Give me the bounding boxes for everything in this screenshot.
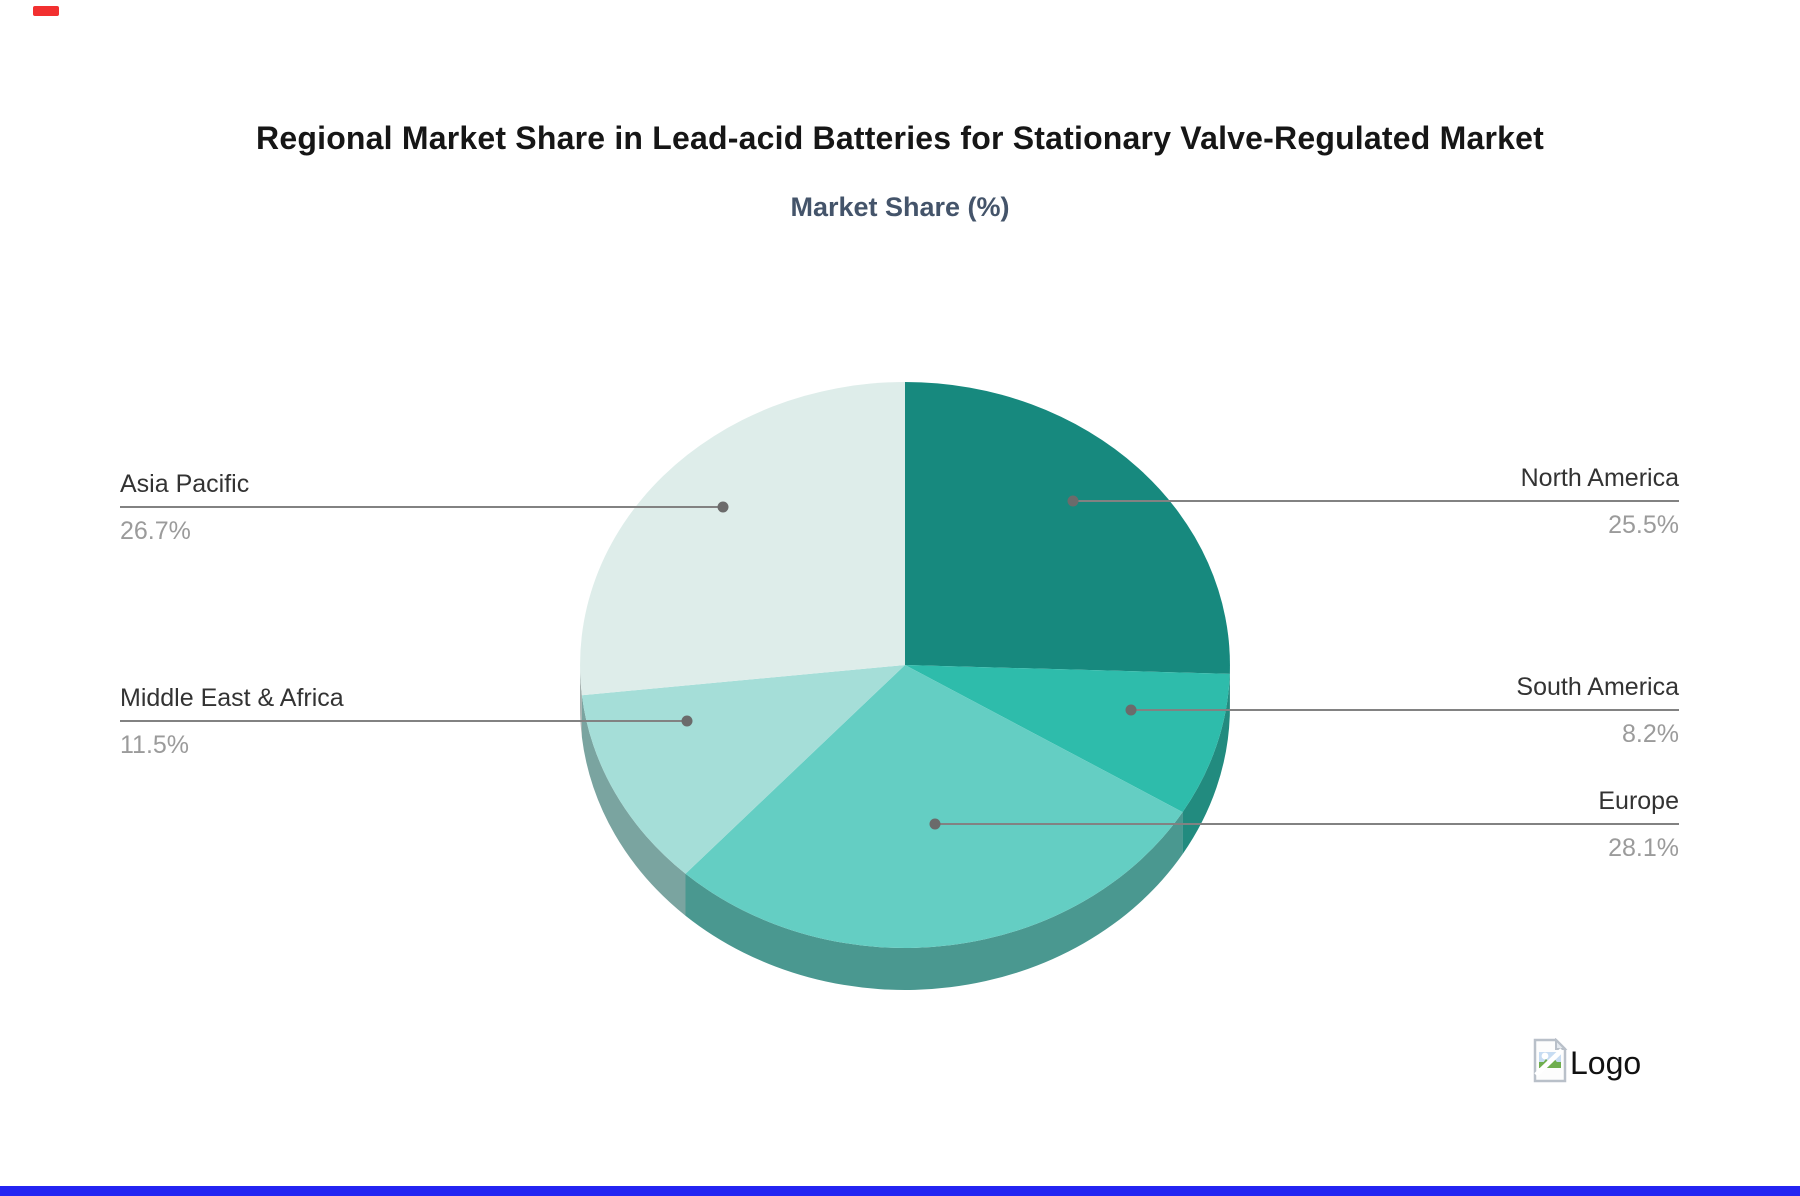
pie-slice-south-america[interactable] bbox=[905, 665, 1230, 813]
pie-slice-asia-pacific[interactable] bbox=[580, 382, 905, 696]
leader-dot-asia-pacific bbox=[717, 501, 729, 513]
logo: Logo bbox=[1531, 1038, 1641, 1083]
slice-label-north-america: North America bbox=[1520, 464, 1679, 492]
chart-subtitle: Market Share (%) bbox=[790, 192, 1010, 222]
slice-pct-south-america: 8.2% bbox=[1622, 720, 1679, 748]
leader-dot-north-america bbox=[1067, 495, 1079, 507]
leader-lines bbox=[120, 495, 1679, 830]
pie-side-south-america bbox=[1182, 673, 1230, 855]
logo-alt-text: Logo bbox=[1570, 1045, 1642, 1081]
broken-image-icon bbox=[1533, 1038, 1568, 1083]
pie-side-europe bbox=[685, 812, 1183, 990]
pie-slice-north-america[interactable] bbox=[905, 382, 1230, 674]
chart-title: Regional Market Share in Lead-acid Batte… bbox=[256, 120, 1544, 156]
slice-pct-middle-east-africa: 11.5% bbox=[120, 731, 190, 759]
bottom-blue-bar bbox=[0, 1186, 1800, 1196]
slice-label-asia-pacific: Asia Pacific bbox=[120, 470, 250, 498]
pie-slice-middle-east-africa[interactable] bbox=[581, 665, 905, 874]
slice-label-europe: Europe bbox=[1598, 787, 1679, 815]
red-indicator bbox=[33, 6, 59, 16]
slice-pct-europe: 28.1% bbox=[1608, 834, 1679, 862]
leader-dot-europe bbox=[929, 818, 941, 830]
slice-label-south-america: South America bbox=[1516, 673, 1679, 701]
leader-dot-south-america bbox=[1125, 704, 1137, 716]
pie-side-middle-east-africa bbox=[581, 695, 686, 916]
pie-slice-europe[interactable] bbox=[685, 665, 1183, 948]
pie-top-faces bbox=[580, 382, 1230, 948]
pie-depth-sides bbox=[580, 665, 1230, 990]
pie-side-asia-pacific bbox=[580, 665, 582, 738]
leader-dot-middle-east-africa bbox=[681, 715, 693, 727]
slice-label-middle-east-africa: Middle East & Africa bbox=[120, 684, 344, 712]
slice-pct-north-america: 25.5% bbox=[1608, 511, 1679, 539]
slice-pct-asia-pacific: 26.7% bbox=[120, 517, 191, 545]
